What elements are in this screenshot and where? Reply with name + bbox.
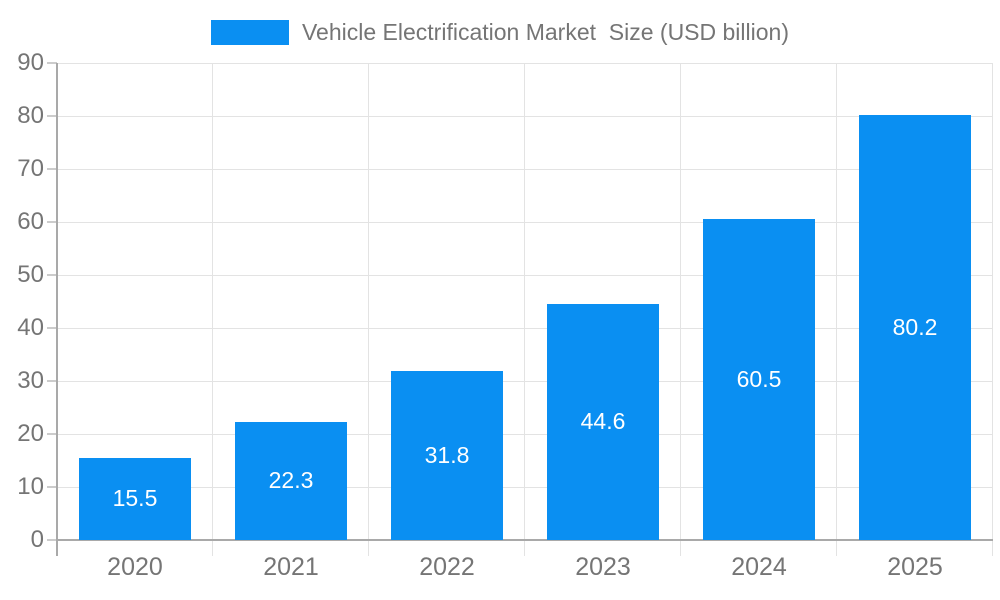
- bar: 80.2: [859, 114, 971, 540]
- y-tick-label: 60: [17, 207, 44, 235]
- y-tick-label: 20: [17, 420, 44, 447]
- bar-value-label: 44.6: [580, 408, 626, 435]
- h-gridline: [57, 221, 993, 223]
- y-axis-tick: [47, 167, 57, 170]
- bar: 60.5: [703, 219, 815, 540]
- bar-value-label: 60.5: [736, 366, 782, 393]
- v-gridline: [367, 63, 369, 556]
- x-axis-line: [57, 539, 993, 541]
- v-gridline: [211, 63, 213, 556]
- h-gridline: [57, 169, 993, 170]
- h-gridline: [57, 487, 993, 488]
- h-gridline: [57, 328, 993, 329]
- bar: 15.5: [78, 457, 191, 540]
- y-tick-label: 40: [17, 314, 44, 341]
- h-gridline: [57, 116, 993, 117]
- v-gridline: [992, 63, 993, 556]
- x-tick-label: 2023: [575, 553, 631, 581]
- y-tick-label: 50: [17, 261, 44, 288]
- v-gridline: [836, 63, 837, 556]
- legend-color-swatch: [210, 20, 289, 46]
- x-tick-label: 2022: [419, 553, 475, 581]
- h-gridline: [57, 63, 993, 64]
- y-axis-tick: [47, 220, 57, 223]
- y-axis-tick: [47, 485, 57, 488]
- bar-value-label: 31.8: [424, 442, 470, 469]
- bar: 44.6: [547, 303, 659, 540]
- bar: 22.3: [235, 421, 347, 540]
- bar-value-label: 80.2: [892, 313, 938, 340]
- y-axis-tick: [47, 433, 57, 435]
- y-axis-tick: [47, 62, 57, 64]
- y-tick-label: 80: [17, 102, 44, 129]
- plot-area: 0 10 20 30 40 50 60 70 80 90 15.5 2020 22.3 2021 31.8 2…: [17, 51, 993, 580]
- y-tick-label: 30: [17, 366, 44, 394]
- bar-value-label: 15.5: [112, 485, 158, 512]
- chart-legend: Vehicle Electrification Market Size (USD…: [0, 19, 1000, 47]
- y-tick-label: 10: [17, 473, 44, 500]
- y-axis-tick: [47, 273, 57, 276]
- v-gridline: [524, 63, 525, 556]
- legend-label: Vehicle Electrification Market Size (USD…: [301, 19, 789, 45]
- y-axis-tick: [47, 114, 57, 117]
- x-tick-label: 2021: [263, 553, 319, 581]
- h-gridline: [57, 380, 993, 382]
- bar: 31.8: [391, 371, 503, 540]
- h-gridline: [57, 434, 993, 435]
- y-axis-line: [56, 63, 58, 556]
- y-tick-label: 70: [17, 155, 44, 182]
- x-tick-label: 2024: [731, 553, 787, 581]
- y-axis-tick: [47, 379, 57, 382]
- bar-value-label: 22.3: [268, 467, 314, 494]
- v-gridline: [679, 63, 681, 556]
- x-tick-label: 2025: [887, 553, 943, 581]
- y-tick-label: 0: [30, 526, 44, 553]
- y-axis-tick: [47, 539, 57, 541]
- y-axis-tick: [47, 327, 57, 329]
- y-tick-label: 90: [17, 49, 44, 76]
- h-gridline: [57, 275, 993, 276]
- x-tick-label: 2020: [107, 553, 163, 581]
